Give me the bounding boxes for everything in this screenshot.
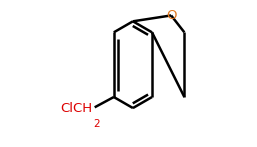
Text: O: O [166,9,176,22]
Text: ClCH: ClCH [60,102,93,115]
Text: 2: 2 [93,119,100,129]
